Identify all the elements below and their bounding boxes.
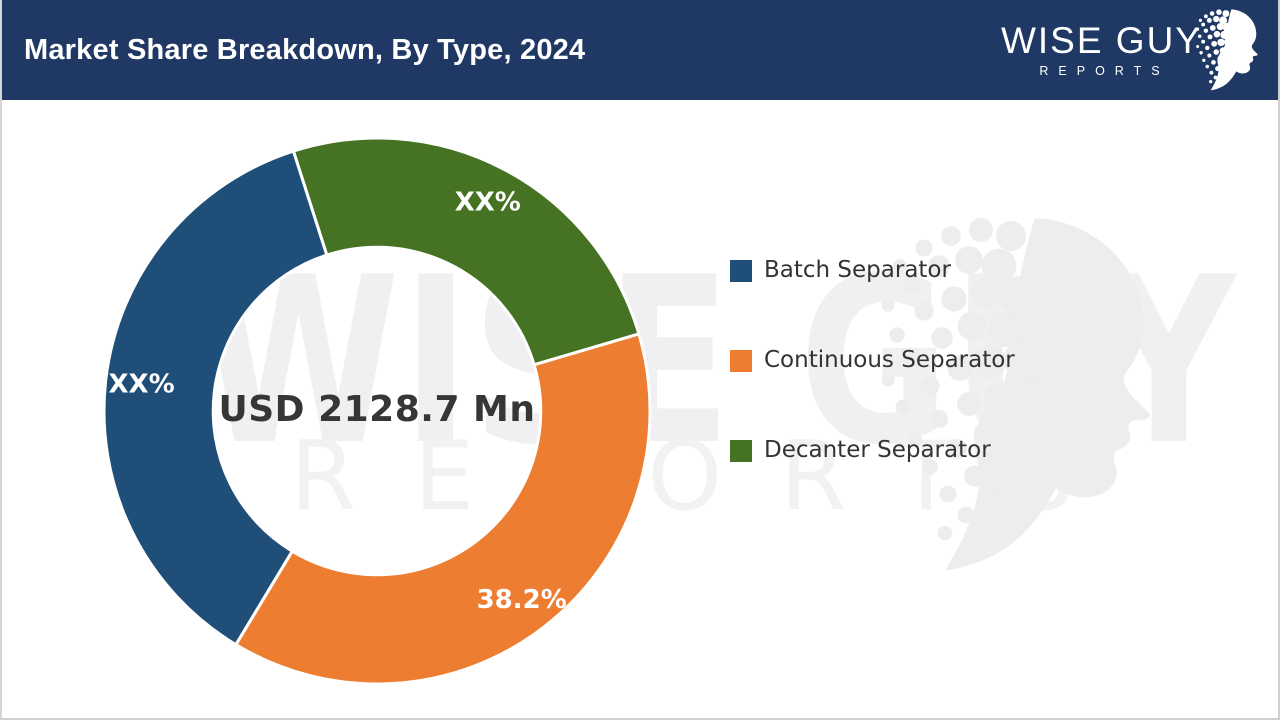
legend-item-batch-separator: Batch Separator — [730, 254, 1015, 287]
logo-head-icon — [1192, 8, 1268, 92]
legend-item-continuous-separator: Continuous Separator — [730, 344, 1015, 377]
logo-wordmark-main: WISE GUY — [1000, 20, 1202, 61]
chart-center-value: USD 2128.7 Mn — [218, 389, 536, 430]
legend-swatch-batch-separator — [730, 259, 752, 282]
donut-slice-continuous-separator — [234, 332, 652, 686]
chart-area: WISE GUY REPORTS XX% XX% 38.2% USD 2128.7 … — [2, 100, 1278, 718]
watermark-subtext: REPORTS — [290, 422, 1132, 532]
slice-label-batch-separator: XX% — [109, 370, 175, 400]
donut-slice-batch-separator — [102, 149, 329, 647]
legend-swatch-decanter-separator — [730, 439, 752, 462]
legend-label: Decanter Separator — [764, 437, 991, 463]
donut-slice-decanter-separator — [291, 136, 641, 367]
legend-label: Batch Separator — [764, 257, 951, 283]
legend-label: Continuous Separator — [764, 347, 1015, 373]
slice-label-continuous-separator: 38.2% — [477, 585, 567, 615]
legend-item-decanter-separator: Decanter Separator — [730, 434, 1015, 467]
chart-legend: Batch Separator Continuous Separator Dec… — [730, 254, 1015, 467]
legend-swatch-continuous-separator — [730, 349, 752, 372]
wiseguy-logo: WISE GUY REPORTS — [1001, 0, 1268, 100]
page-title: Market Share Breakdown, By Type, 2024 — [24, 33, 586, 66]
header-bar: Market Share Breakdown, By Type, 2024 WI… — [2, 0, 1278, 100]
logo-wordmark-sub: REPORTS — [1039, 64, 1170, 78]
donut-chart: XX% XX% 38.2% — [102, 136, 652, 686]
logo-wordmark: WISE GUY REPORTS — [1001, 22, 1202, 78]
slice-label-decanter-separator: XX% — [455, 188, 521, 218]
